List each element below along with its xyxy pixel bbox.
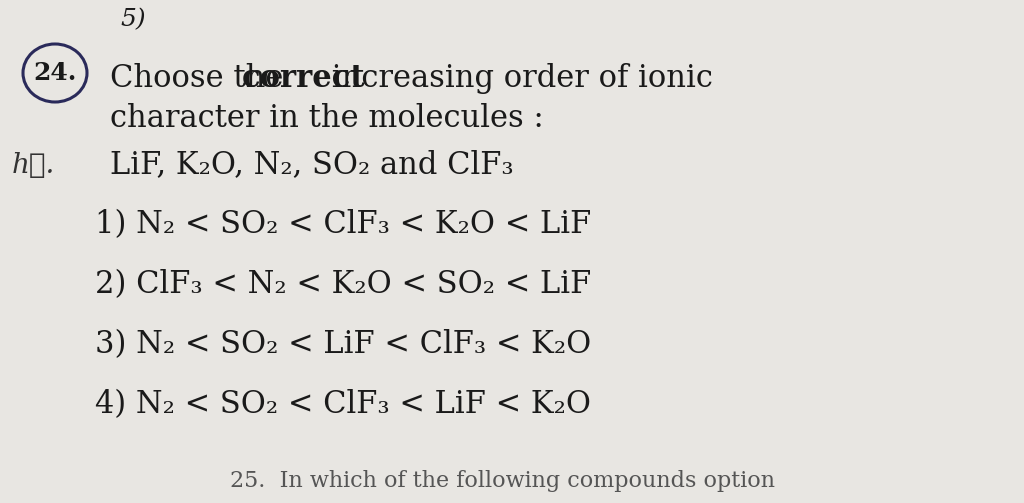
Text: increasing order of ionic: increasing order of ionic	[322, 62, 713, 94]
Text: 24.: 24.	[34, 61, 77, 85]
Text: Choose the: Choose the	[110, 62, 293, 94]
Text: correct: correct	[242, 62, 366, 94]
Text: 2) ClF₃ < N₂ < K₂O < SO₂ < LiF: 2) ClF₃ < N₂ < K₂O < SO₂ < LiF	[95, 270, 591, 300]
Text: 5): 5)	[120, 8, 145, 31]
Text: 4) N₂ < SO₂ < ClF₃ < LiF < K₂O: 4) N₂ < SO₂ < ClF₃ < LiF < K₂O	[95, 389, 591, 421]
Text: h∷.: h∷.	[12, 151, 55, 179]
Text: LiF, K₂O, N₂, SO₂ and ClF₃: LiF, K₂O, N₂, SO₂ and ClF₃	[110, 149, 514, 181]
Text: character in the molecules :: character in the molecules :	[110, 103, 544, 133]
Text: 3) N₂ < SO₂ < LiF < ClF₃ < K₂O: 3) N₂ < SO₂ < LiF < ClF₃ < K₂O	[95, 329, 591, 361]
Text: 1) N₂ < SO₂ < ClF₃ < K₂O < LiF: 1) N₂ < SO₂ < ClF₃ < K₂O < LiF	[95, 210, 591, 240]
Text: 25.  In which of the following compounds option: 25. In which of the following compounds …	[230, 470, 775, 492]
